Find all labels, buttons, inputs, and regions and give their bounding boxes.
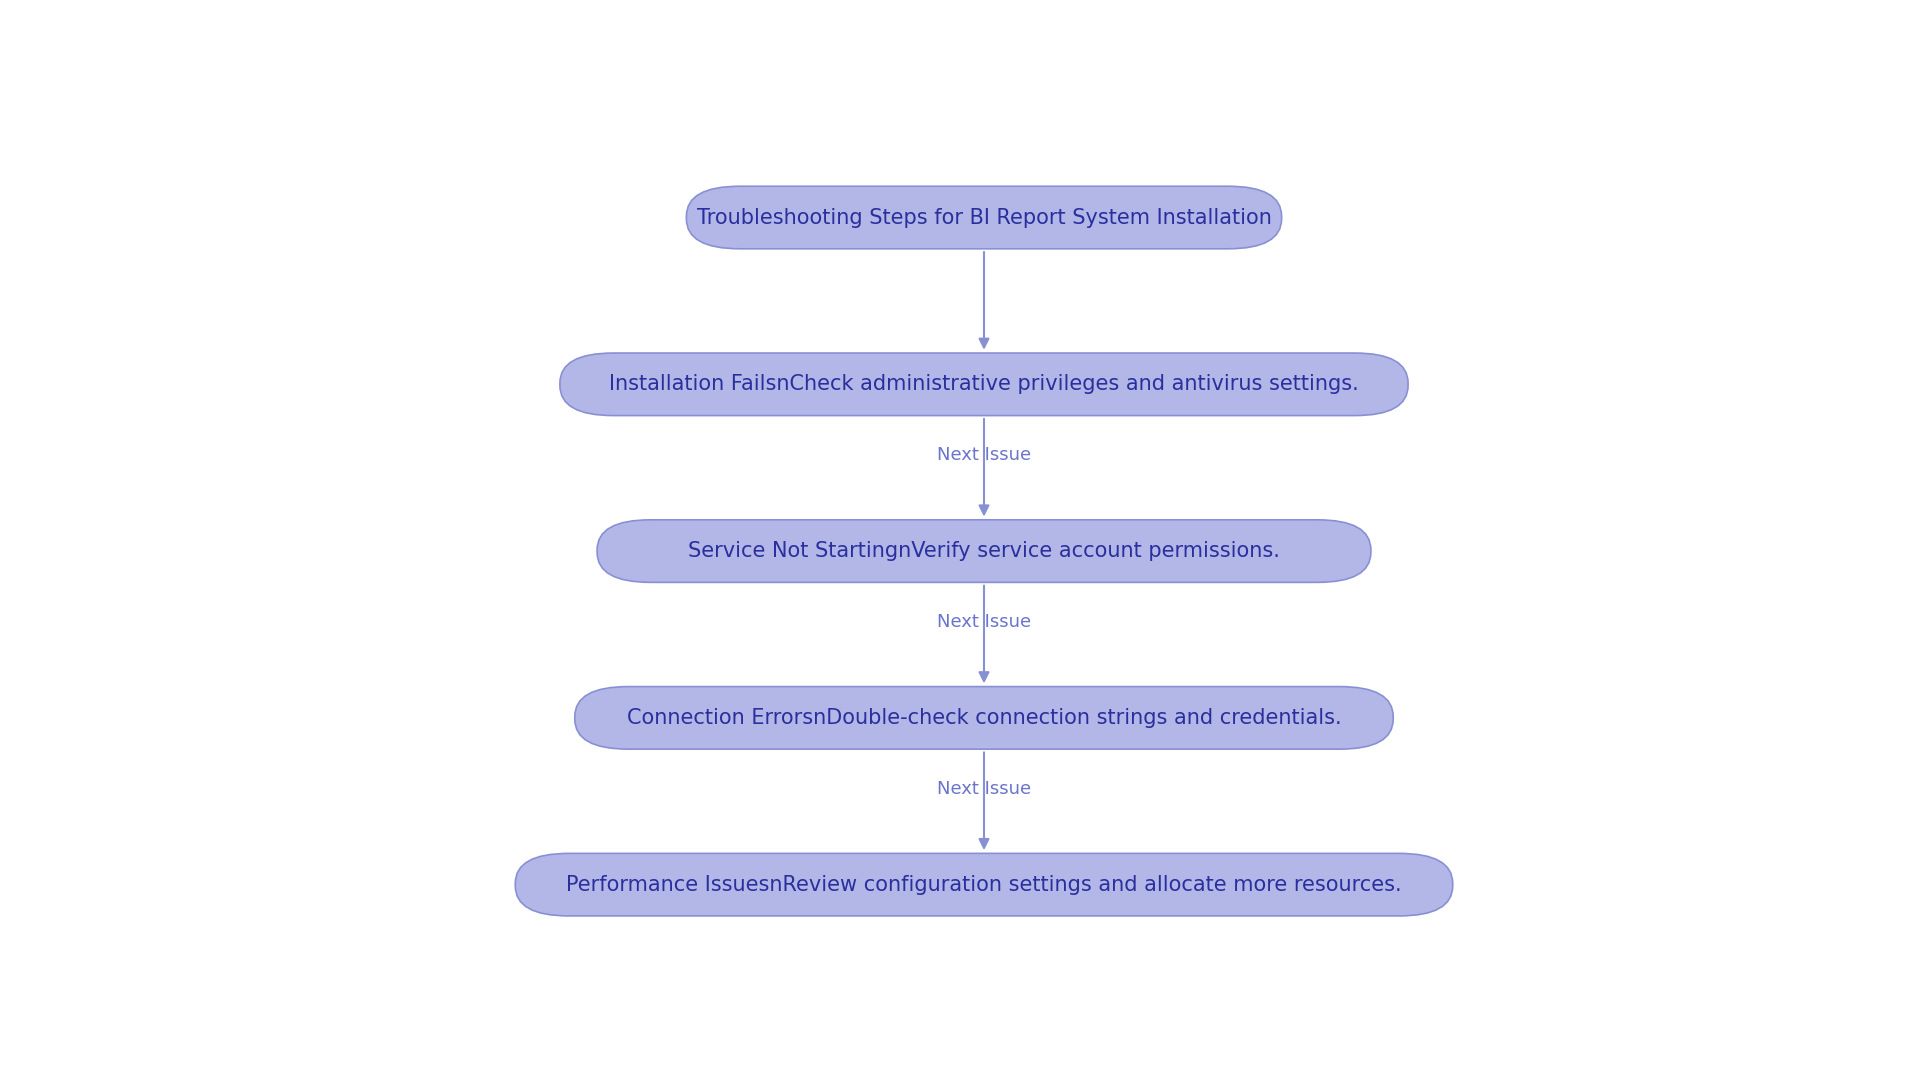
FancyBboxPatch shape [687,186,1283,249]
FancyBboxPatch shape [561,353,1407,416]
Text: Service Not StartingnVerify service account permissions.: Service Not StartingnVerify service acco… [687,542,1281,561]
Text: Performance IssuesnReview configuration settings and allocate more resources.: Performance IssuesnReview configuration … [566,875,1402,895]
FancyBboxPatch shape [597,520,1371,583]
Text: Connection ErrorsnDouble-check connection strings and credentials.: Connection ErrorsnDouble-check connectio… [626,708,1342,728]
Text: Next Issue: Next Issue [937,613,1031,631]
FancyBboxPatch shape [515,853,1453,916]
Text: Next Issue: Next Issue [937,446,1031,465]
Text: Next Issue: Next Issue [937,780,1031,798]
Text: Installation FailsnCheck administrative privileges and antivirus settings.: Installation FailsnCheck administrative … [609,375,1359,394]
Text: Troubleshooting Steps for BI Report System Installation: Troubleshooting Steps for BI Report Syst… [697,208,1271,227]
FancyBboxPatch shape [574,687,1394,749]
